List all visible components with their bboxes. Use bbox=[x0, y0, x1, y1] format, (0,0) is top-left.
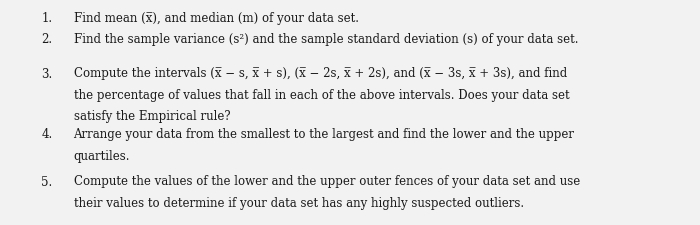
Text: Compute the values of the lower and the upper outer fences of your data set and : Compute the values of the lower and the … bbox=[74, 176, 580, 189]
Text: the percentage of values that fall in each of the above intervals. Does your dat: the percentage of values that fall in ea… bbox=[74, 89, 569, 102]
Text: 2.: 2. bbox=[41, 33, 52, 46]
Text: quartiles.: quartiles. bbox=[74, 150, 130, 163]
Text: Find the sample variance (s²) and the sample standard deviation (s) of your data: Find the sample variance (s²) and the sa… bbox=[74, 33, 578, 46]
Text: Find mean (x̅), and median (m) of your data set.: Find mean (x̅), and median (m) of your d… bbox=[74, 12, 358, 25]
Text: 5.: 5. bbox=[41, 176, 52, 189]
Text: 1.: 1. bbox=[41, 12, 52, 25]
Text: Arrange your data from the smallest to the largest and find the lower and the up: Arrange your data from the smallest to t… bbox=[74, 128, 575, 141]
Text: their values to determine if your data set has any highly suspected outliers.: their values to determine if your data s… bbox=[74, 197, 524, 210]
Text: satisfy the Empirical rule?: satisfy the Empirical rule? bbox=[74, 110, 230, 123]
Text: Compute the intervals (x̅ − s, x̅ + s), (x̅ − 2s, x̅ + 2s), and (x̅ − 3s, x̅ + 3: Compute the intervals (x̅ − s, x̅ + s), … bbox=[74, 68, 567, 81]
Text: 4.: 4. bbox=[41, 128, 52, 141]
Text: 3.: 3. bbox=[41, 68, 52, 81]
